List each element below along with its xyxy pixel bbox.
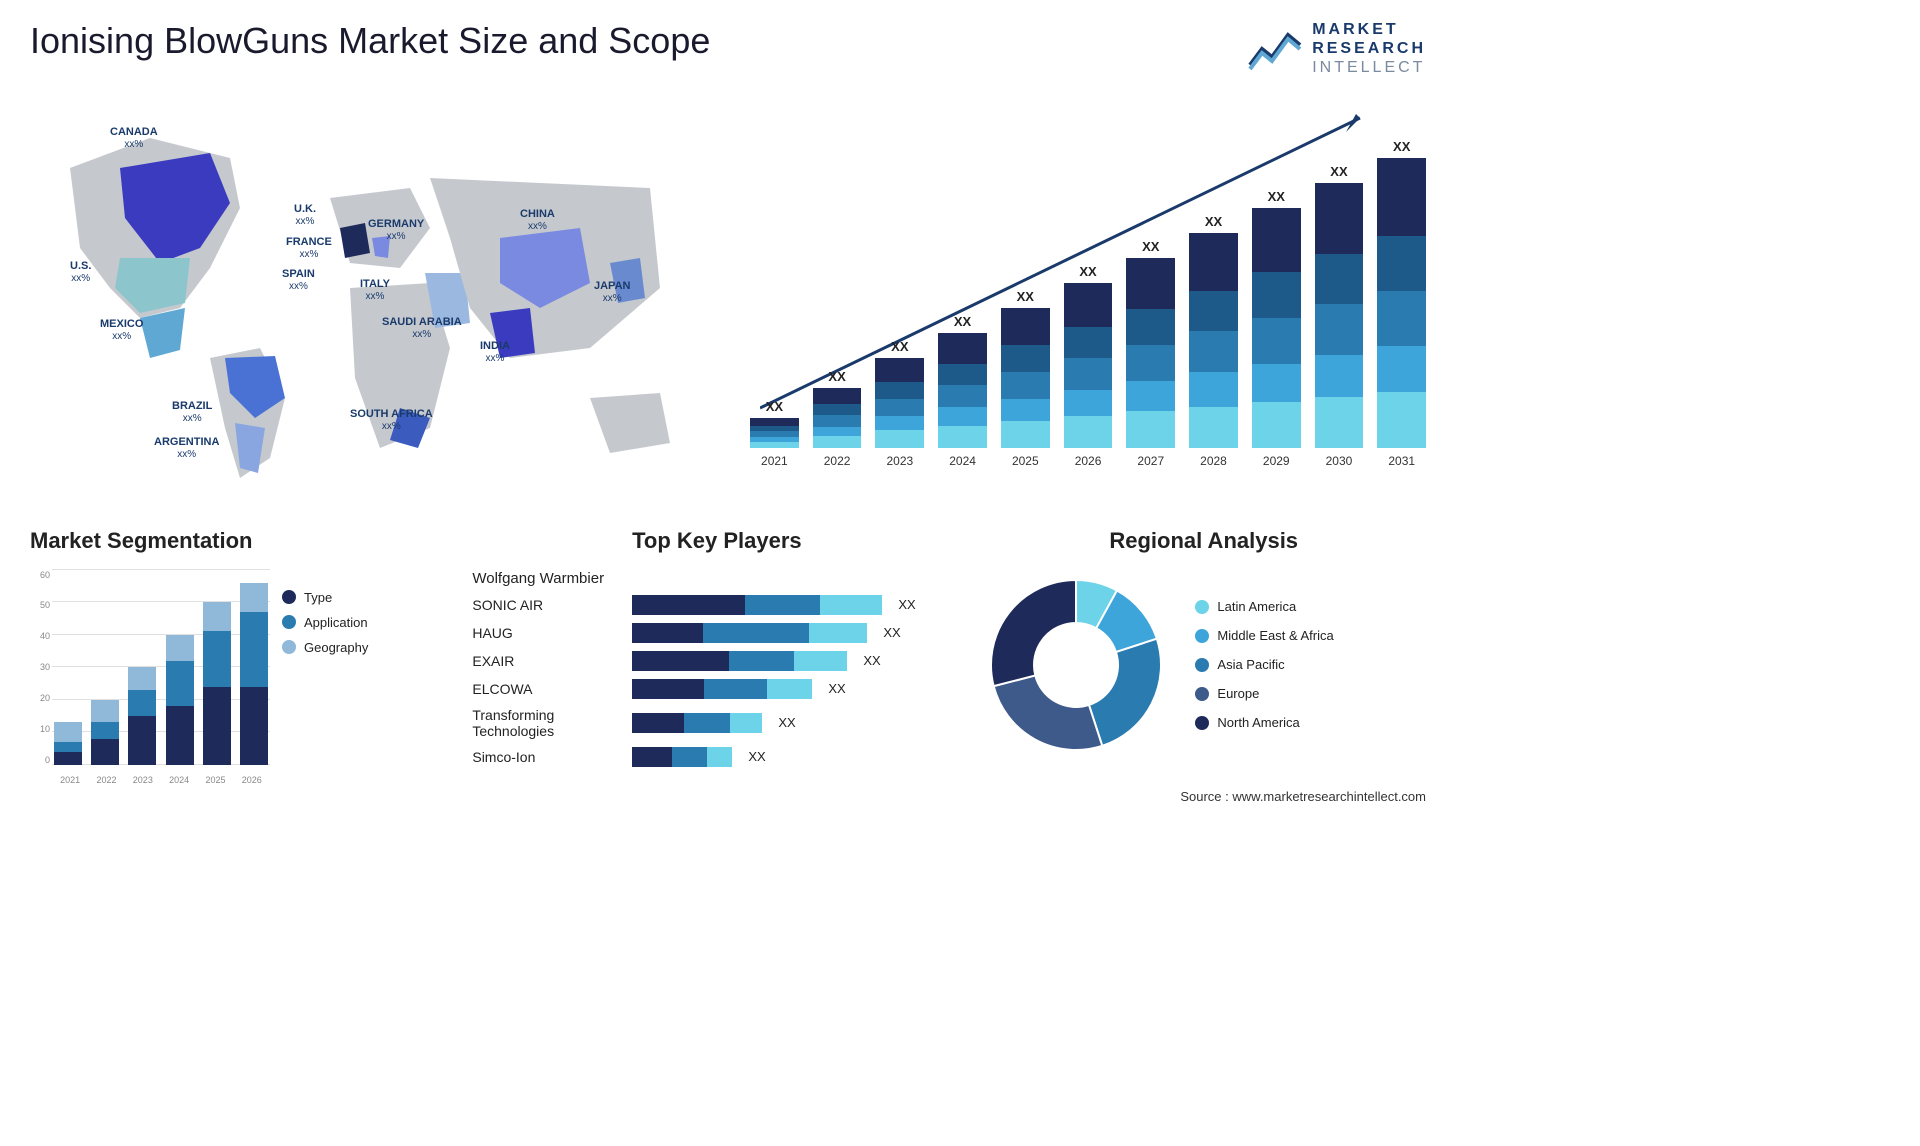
growth-bar: XX2022 [813, 369, 862, 468]
brand-logo: MARKET RESEARCH INTELLECT [1248, 20, 1426, 78]
player-row: Transforming TechnologiesXX [472, 707, 961, 739]
players-panel: Top Key Players Wolfgang Warmbier SONIC … [472, 528, 961, 785]
map-label: INDIAxx% [480, 340, 510, 364]
segmentation-legend: Type Application Geography [282, 590, 368, 785]
donut-slice [991, 580, 1076, 686]
donut-slice [994, 675, 1103, 750]
segmentation-chart: 0102030405060 202120222023202420252026 [30, 570, 270, 785]
legend-item: Application [282, 615, 368, 630]
donut-slice [1089, 638, 1161, 745]
map-label: U.S.xx% [70, 260, 91, 284]
legend-item: Geography [282, 640, 368, 655]
map-label: SPAINxx% [282, 268, 315, 292]
map-label: CANADAxx% [110, 126, 158, 150]
logo-line2: RESEARCH [1312, 40, 1426, 57]
growth-bar: XX2027 [1126, 239, 1175, 468]
growth-bar: XX2024 [938, 314, 987, 468]
logo-icon [1248, 27, 1302, 71]
logo-line1: MARKET [1312, 21, 1398, 38]
growth-bar: XX2031 [1377, 139, 1426, 468]
map-label: MEXICOxx% [100, 318, 143, 342]
page-title: Ionising BlowGuns Market Size and Scope [30, 20, 710, 62]
legend-item: Europe [1195, 686, 1333, 701]
map-label: BRAZILxx% [172, 400, 212, 424]
growth-bar: XX2023 [875, 339, 924, 468]
players-list: SONIC AIRXX HAUGXX EXAIRXX ELCOWAXX Transfor… [472, 595, 961, 767]
player-row: SONIC AIRXX [472, 595, 961, 615]
growth-bar: XX2029 [1252, 189, 1301, 468]
legend-item: Latin America [1195, 599, 1333, 614]
regional-legend: Latin America Middle East & Africa Asia Pa… [1195, 599, 1333, 730]
player-row: Simco-IonXX [472, 747, 961, 767]
growth-chart-panel: XX2021 XX2022 XX2023 XX2024 XX2025 XX2026 XX20… [740, 108, 1426, 468]
world-map-panel: CANADAxx% U.S.xx% MEXICOxx% BRAZILxx% ARGENT… [30, 108, 710, 488]
map-label: CHINAxx% [520, 208, 555, 232]
regional-donut [981, 570, 1171, 760]
player-row: EXAIRXX [472, 651, 961, 671]
segmentation-bar [203, 602, 231, 765]
segmentation-bar [128, 667, 156, 765]
source-text: Source : www.marketresearchintellect.com [1180, 789, 1426, 804]
map-label: U.K.xx% [294, 203, 316, 227]
growth-bar: XX2021 [750, 399, 799, 468]
segmentation-bar [54, 722, 82, 764]
growth-bar: XX2026 [1064, 264, 1113, 468]
segmentation-bar [91, 700, 119, 765]
legend-item: Asia Pacific [1195, 657, 1333, 672]
segmentation-bar [240, 583, 268, 765]
players-header: Wolfgang Warmbier [472, 570, 961, 587]
legend-item: North America [1195, 715, 1333, 730]
growth-bar: XX2028 [1189, 214, 1238, 468]
regional-panel: Regional Analysis Latin America Middle Ea… [981, 528, 1426, 785]
segmentation-bar [166, 635, 194, 765]
players-title: Top Key Players [472, 528, 961, 554]
growth-bar: XX2030 [1315, 164, 1364, 468]
player-row: HAUGXX [472, 623, 961, 643]
map-label: SAUDI ARABIAxx% [382, 316, 462, 340]
map-label: SOUTH AFRICAxx% [350, 408, 433, 432]
map-label: JAPANxx% [594, 280, 630, 304]
player-row: ELCOWAXX [472, 679, 961, 699]
map-label: ARGENTINAxx% [154, 436, 219, 460]
map-label: ITALYxx% [360, 278, 390, 302]
regional-title: Regional Analysis [981, 528, 1426, 554]
legend-item: Middle East & Africa [1195, 628, 1333, 643]
map-label: FRANCExx% [286, 236, 332, 260]
logo-line3: INTELLECT [1312, 59, 1425, 76]
segmentation-title: Market Segmentation [30, 528, 452, 554]
growth-bar: XX2025 [1001, 289, 1050, 468]
legend-item: Type [282, 590, 368, 605]
segmentation-panel: Market Segmentation 0102030405060 202120… [30, 528, 452, 785]
map-label: GERMANYxx% [368, 218, 424, 242]
